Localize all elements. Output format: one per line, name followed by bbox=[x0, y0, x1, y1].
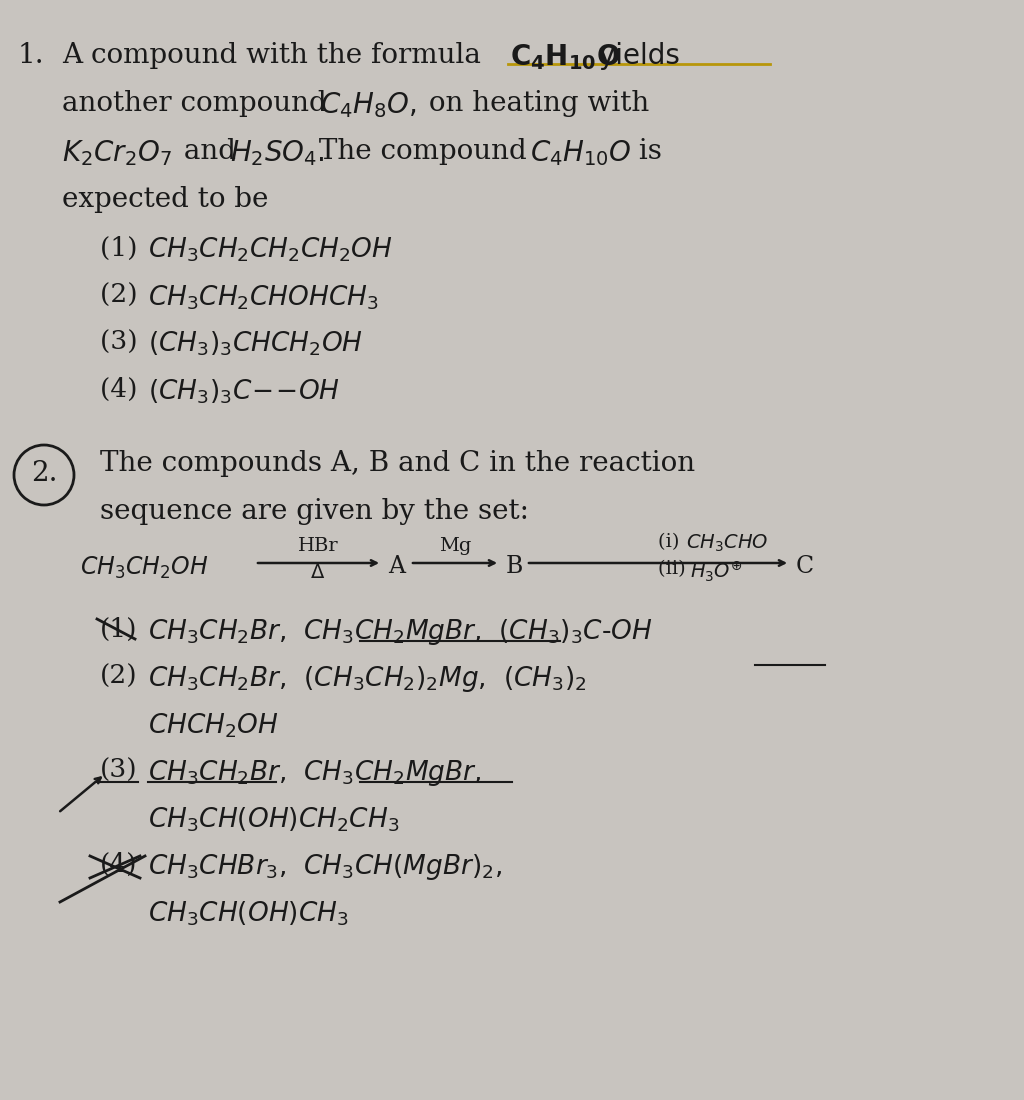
Text: and: and bbox=[175, 138, 245, 165]
Text: $CH_3CHO$: $CH_3CHO$ bbox=[686, 534, 768, 554]
Text: yields: yields bbox=[590, 42, 680, 70]
Text: (4): (4) bbox=[100, 377, 155, 402]
Text: $C_4H_8O$,: $C_4H_8O$, bbox=[319, 90, 417, 120]
Text: 2.: 2. bbox=[31, 460, 57, 487]
Text: (4): (4) bbox=[100, 852, 137, 877]
Text: (2): (2) bbox=[100, 283, 155, 308]
Text: $CH_3CH(OH)CH_2CH_3$: $CH_3CH(OH)CH_2CH_3$ bbox=[148, 805, 399, 834]
Text: $CH_3CHBr_3$,  $CH_3CH(MgBr)_2$,: $CH_3CHBr_3$, $CH_3CH(MgBr)_2$, bbox=[148, 852, 502, 882]
Text: $CH_3CH_2Br$,  $CH_3CH_2MgBr$,: $CH_3CH_2Br$, $CH_3CH_2MgBr$, bbox=[148, 758, 481, 788]
Text: $CH_3CH_2Br$,  $(CH_3CH_2)_2Mg$,  $(CH_3)_2$: $CH_3CH_2Br$, $(CH_3CH_2)_2Mg$, $(CH_3)_… bbox=[148, 664, 587, 694]
Text: sequence are given by the set:: sequence are given by the set: bbox=[100, 498, 529, 525]
Text: $CH_3CH_2CHOHCH_3$: $CH_3CH_2CHOHCH_3$ bbox=[148, 283, 379, 311]
Text: The compound: The compound bbox=[310, 138, 536, 165]
Text: (3): (3) bbox=[100, 330, 155, 355]
Text: The compounds A, B and C in the reaction: The compounds A, B and C in the reaction bbox=[100, 450, 695, 477]
Text: B: B bbox=[506, 556, 523, 578]
Text: (1): (1) bbox=[100, 236, 155, 261]
Text: A compound with the formula: A compound with the formula bbox=[62, 42, 489, 69]
Text: A: A bbox=[388, 556, 406, 578]
Text: $CH_3CH_2Br$,  $CH_3CH_2MgBr$,  $(CH_3)_3C\text{-}OH$: $CH_3CH_2Br$, $CH_3CH_2MgBr$, $(CH_3)_3C… bbox=[148, 617, 652, 647]
Text: (1): (1) bbox=[100, 617, 137, 642]
Text: $H_2SO_4$.: $H_2SO_4$. bbox=[230, 138, 325, 168]
Text: expected to be: expected to be bbox=[62, 186, 268, 213]
Text: 1.: 1. bbox=[18, 42, 45, 69]
Text: is: is bbox=[630, 138, 662, 165]
Text: C: C bbox=[796, 556, 814, 578]
Text: $H_3O^{\oplus}$: $H_3O^{\oplus}$ bbox=[690, 560, 742, 584]
Text: Mg: Mg bbox=[439, 537, 471, 556]
Text: another compound: another compound bbox=[62, 90, 336, 117]
Text: $(CH_3)_3C\!-\!\!-\!OH$: $(CH_3)_3C\!-\!\!-\!OH$ bbox=[148, 377, 340, 406]
Text: $CH_3CH_2CH_2CH_2OH$: $CH_3CH_2CH_2CH_2OH$ bbox=[148, 236, 393, 264]
Text: (i): (i) bbox=[658, 534, 686, 551]
Text: on heating with: on heating with bbox=[420, 90, 649, 117]
Text: (2): (2) bbox=[100, 664, 137, 689]
Text: (3): (3) bbox=[100, 758, 137, 783]
Text: $\Delta$: $\Delta$ bbox=[310, 563, 326, 582]
Text: $CHCH_2OH$: $CHCH_2OH$ bbox=[148, 711, 279, 739]
Text: $(CH_3)_3CHCH_2OH$: $(CH_3)_3CHCH_2OH$ bbox=[148, 330, 362, 359]
Text: $CH_3CH(OH)CH_3$: $CH_3CH(OH)CH_3$ bbox=[148, 899, 348, 927]
Text: $CH_3CH_2OH$: $CH_3CH_2OH$ bbox=[80, 556, 209, 581]
Text: $\mathbf{C_4H_{10}O}$: $\mathbf{C_4H_{10}O}$ bbox=[510, 42, 621, 72]
Text: $K_2Cr_2O_7$: $K_2Cr_2O_7$ bbox=[62, 138, 172, 168]
Text: $C_4H_{10}O$: $C_4H_{10}O$ bbox=[530, 138, 632, 168]
Text: (ii): (ii) bbox=[658, 560, 692, 578]
Text: HBr: HBr bbox=[298, 537, 338, 556]
